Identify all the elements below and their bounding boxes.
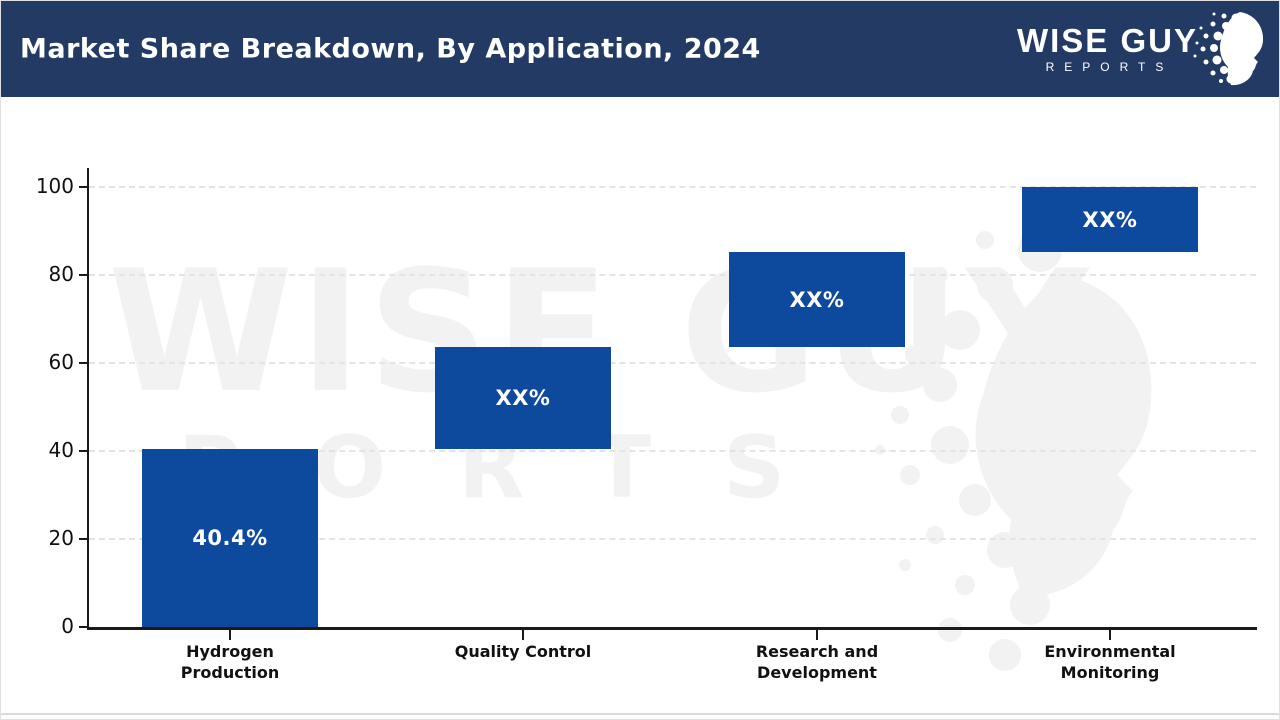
x-tick	[816, 630, 818, 640]
y-tick	[79, 362, 88, 364]
brand-subname: REPORTS	[1045, 60, 1174, 74]
x-axis-line	[87, 627, 1257, 630]
bar-segment: XX%	[435, 347, 611, 450]
bottom-divider	[0, 713, 1280, 715]
y-tick	[79, 450, 88, 452]
bar-value-label: 40.4%	[192, 526, 268, 551]
bar-segment: XX%	[729, 252, 905, 348]
y-tick-label: 0	[61, 614, 74, 638]
x-tick	[522, 630, 524, 640]
category-label: Quality Control	[454, 642, 592, 661]
gridline	[89, 362, 1256, 364]
bar-segment: XX%	[1022, 187, 1198, 253]
bar-value-label: XX%	[789, 287, 845, 312]
gridline	[89, 186, 1256, 188]
y-tick-label: 80	[48, 262, 74, 286]
brand-logo-text: WISE GUY REPORTS	[1017, 24, 1198, 74]
gridline	[89, 274, 1256, 276]
y-tick-label: 20	[48, 526, 74, 550]
category-label: Research and Development	[755, 642, 879, 682]
y-tick	[79, 626, 88, 628]
gridline	[89, 538, 1256, 540]
x-tick	[229, 630, 231, 640]
y-tick	[79, 186, 88, 188]
y-tick-label: 40	[48, 438, 74, 462]
brand-logo: WISE GUY REPORTS	[1017, 6, 1270, 92]
y-tick-label: 100	[35, 174, 74, 198]
y-tick-label: 60	[48, 350, 74, 374]
header-banner: Market Share Breakdown, By Application, …	[0, 0, 1280, 97]
bar-value-label: XX%	[495, 386, 551, 411]
brand-name: WISE GUY	[1016, 22, 1198, 59]
page-title: Market Share Breakdown, By Application, …	[20, 33, 761, 64]
x-tick	[1109, 630, 1111, 640]
y-tick	[79, 274, 88, 276]
brand-face-icon	[1193, 12, 1264, 86]
category-label: Environmental Monitoring	[1044, 642, 1176, 682]
y-axis-line	[87, 168, 89, 629]
bar-value-label: XX%	[1082, 207, 1138, 232]
category-label: Hydrogen Production	[180, 642, 280, 682]
gridline	[89, 450, 1256, 452]
bar-segment: 40.4%	[142, 449, 318, 627]
y-tick	[79, 538, 88, 540]
